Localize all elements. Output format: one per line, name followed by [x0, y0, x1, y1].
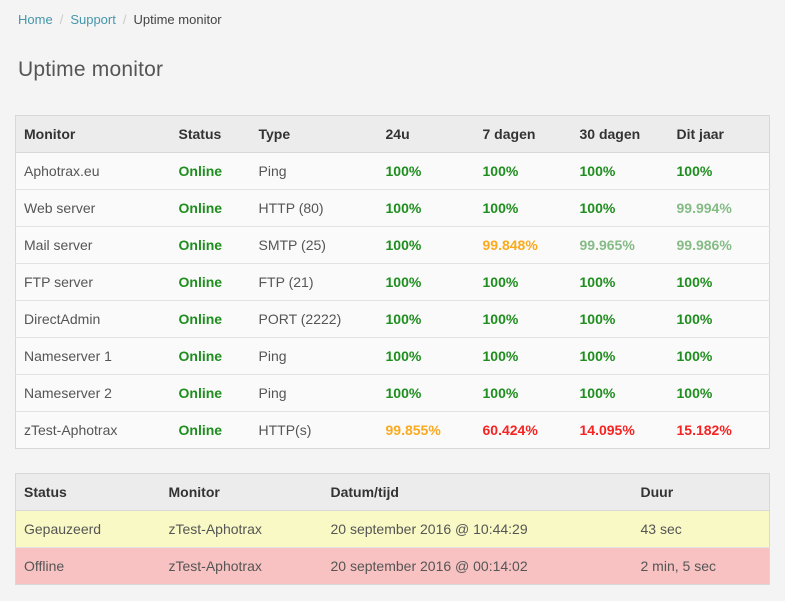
uptime-percentage: 100%	[571, 337, 669, 375]
uptime-percentage: 15.182%	[668, 411, 770, 449]
uptime-percentage: 100%	[676, 163, 713, 179]
column-header: Datum/tijd	[322, 473, 633, 511]
uptime-table: Monitor Status Type 24u 7 dagen 30 dagen Dit j…	[15, 115, 770, 449]
event-duration: 2 min, 5 sec	[632, 547, 770, 585]
uptime-row: Nameserver 2 Online Ping 100% 100% 100% 100%	[15, 374, 770, 412]
type-value: Ping	[250, 374, 378, 412]
uptime-percentage: 100%	[474, 374, 572, 412]
uptime-percentage: 100%	[377, 300, 475, 338]
uptime-percentage: 99.855%	[377, 411, 475, 449]
uptime-percentage: 100%	[474, 263, 572, 301]
uptime-percentage: 99.986%	[668, 226, 770, 264]
uptime-row: Web server Online HTTP (80) 100% 100% 100% 99.…	[15, 189, 770, 227]
type-value: PORT (2222)	[250, 300, 378, 338]
uptime-row: FTP server Online FTP (21) 100% 100% 100% 100%	[15, 263, 770, 301]
breadcrumb-current: Uptime monitor	[133, 12, 222, 27]
status-value: Online	[170, 189, 251, 227]
monitor-name: Mail server	[15, 226, 171, 264]
uptime-percentage: 99.965%	[571, 226, 669, 264]
events-table-body: Gepauzeerd zTest-Aphotrax 20 september 201…	[15, 510, 770, 585]
column-header: 7 dagen	[474, 115, 572, 153]
monitor-name: FTP server	[15, 263, 171, 301]
type-value: FTP (21)	[250, 263, 378, 301]
status-value: Online	[170, 300, 251, 338]
column-header: Dit jaar	[668, 115, 770, 153]
uptime-percentage: 100%	[571, 374, 669, 412]
event-status: Offline	[15, 547, 161, 585]
uptime-percentage: 100%	[668, 300, 770, 338]
event-row: Offline zTest-Aphotrax 20 september 2016 @…	[15, 547, 770, 585]
breadcrumb: Home / Support / Uptime monitor	[18, 12, 770, 27]
uptime-percentage: 100%	[474, 337, 572, 375]
monitor-name: DirectAdmin	[15, 300, 171, 338]
uptime-row: Nameserver 1 Online Ping 100% 100% 100% 100%	[15, 337, 770, 375]
column-header: Status	[170, 115, 251, 153]
event-duration: 43 sec	[632, 510, 770, 548]
type-value: Ping	[258, 163, 287, 179]
breadcrumb-link-support[interactable]: Support	[70, 12, 116, 27]
uptime-percentage: 100%	[377, 226, 475, 264]
uptime-percentage: 100%	[377, 337, 475, 375]
type-value: Ping	[250, 337, 378, 375]
uptime-table-body: Aphotrax.eu Online Ping 100% 100% 100% 100% Web…	[15, 153, 770, 449]
event-monitor: zTest-Aphotrax	[160, 510, 323, 548]
uptime-percentage: 100%	[474, 189, 572, 227]
status-value: Online	[170, 226, 251, 264]
monitor-name: Nameserver 2	[15, 374, 171, 412]
uptime-percentage: 100%	[668, 374, 770, 412]
uptime-row: zTest-Aphotrax Online HTTP(s) 99.855% 60.424…	[15, 411, 770, 449]
column-header: Status	[15, 473, 161, 511]
column-header: Monitor	[160, 473, 323, 511]
events-table-header-row: Status Monitor Datum/tijd Duur	[15, 473, 770, 511]
uptime-row: DirectAdmin Online PORT (2222) 100% 100% 100%…	[15, 300, 770, 338]
uptime-percentage: 100%	[377, 189, 475, 227]
monitor-name: zTest-Aphotrax	[15, 411, 171, 449]
status-value: Online	[178, 163, 223, 179]
uptime-percentage: 14.095%	[571, 411, 669, 449]
uptime-percentage: 100%	[571, 300, 669, 338]
event-monitor: zTest-Aphotrax	[160, 547, 323, 585]
status-value: Online	[170, 374, 251, 412]
uptime-percentage: 100%	[571, 263, 669, 301]
status-value: Online	[170, 411, 251, 449]
monitor-name: Aphotrax.eu	[24, 163, 100, 179]
type-value: HTTP(s)	[250, 411, 378, 449]
uptime-percentage: 100%	[668, 337, 770, 375]
monitor-name: Web server	[15, 189, 171, 227]
breadcrumb-separator: /	[59, 12, 64, 27]
column-header: Duur	[632, 473, 770, 511]
event-datetime: 20 september 2016 @ 10:44:29	[322, 510, 633, 548]
type-value: HTTP (80)	[250, 189, 378, 227]
uptime-row: Mail server Online SMTP (25) 100% 99.848% 99.…	[15, 226, 770, 264]
uptime-percentage: 99.848%	[474, 226, 572, 264]
uptime-percentage: 100%	[474, 300, 572, 338]
column-header: 30 dagen	[571, 115, 669, 153]
type-value: SMTP (25)	[250, 226, 378, 264]
uptime-percentage: 100%	[377, 263, 475, 301]
event-status: Gepauzeerd	[15, 510, 161, 548]
column-header: 24u	[377, 115, 475, 153]
column-header: Monitor	[15, 115, 171, 153]
uptime-percentage: 100%	[377, 374, 475, 412]
page-title: Uptime monitor	[18, 58, 164, 81]
breadcrumb-link-home[interactable]: Home	[18, 12, 53, 27]
breadcrumb-separator: /	[122, 12, 127, 27]
uptime-percentage: 100%	[482, 163, 519, 179]
uptime-percentage: 100%	[385, 163, 422, 179]
uptime-percentage: 100%	[668, 263, 770, 301]
column-header: Type	[250, 115, 378, 153]
uptime-percentage: 100%	[579, 163, 616, 179]
uptime-table-header-row: Monitor Status Type 24u 7 dagen 30 dagen Dit j…	[15, 115, 770, 153]
uptime-row: Aphotrax.eu Online Ping 100% 100% 100% 100%	[16, 153, 770, 190]
uptime-percentage: 100%	[571, 189, 669, 227]
events-table: Status Monitor Datum/tijd Duur Gepauzeerd zT…	[15, 473, 770, 585]
uptime-percentage: 99.994%	[668, 189, 770, 227]
status-value: Online	[170, 263, 251, 301]
status-value: Online	[170, 337, 251, 375]
event-row: Gepauzeerd zTest-Aphotrax 20 september 201…	[15, 510, 770, 548]
uptime-percentage: 60.424%	[474, 411, 572, 449]
monitor-name: Nameserver 1	[15, 337, 171, 375]
event-datetime: 20 september 2016 @ 00:14:02	[322, 547, 633, 585]
